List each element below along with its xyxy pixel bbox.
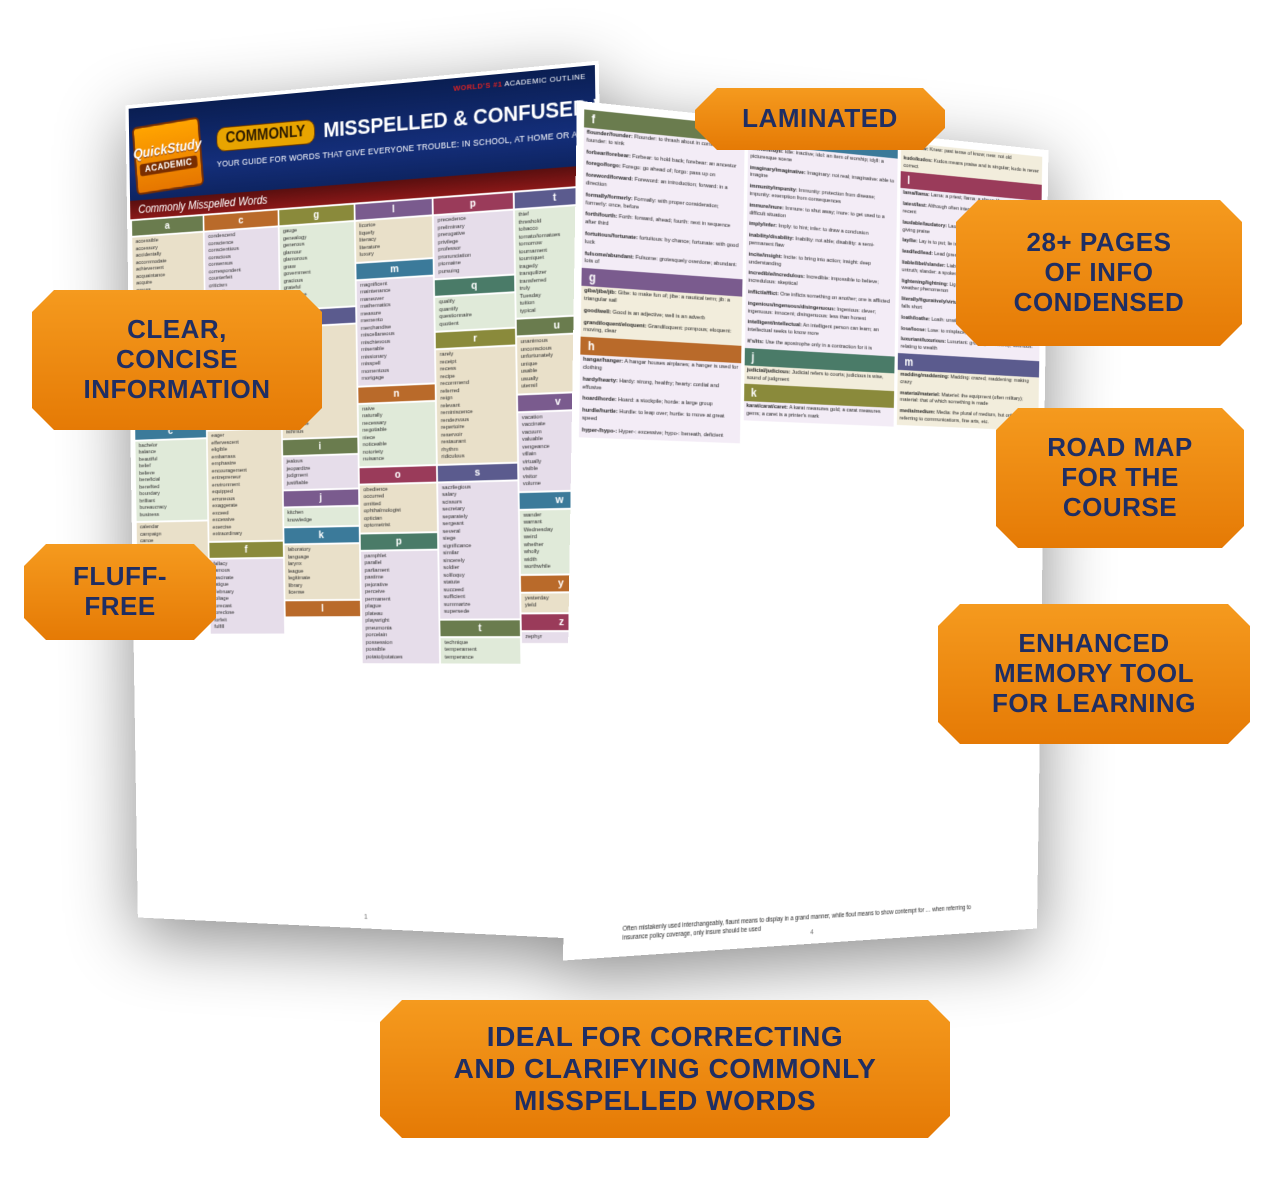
word-cell: condescendconscienceconscientiousconscio… bbox=[205, 227, 279, 299]
word-cell: eagereffervescenteligibleembarrassemphas… bbox=[208, 429, 283, 541]
page-number: 1 bbox=[364, 914, 368, 921]
callout-laminated: LAMINATED bbox=[695, 88, 945, 150]
word-cell: kitchenknowledge bbox=[284, 507, 359, 527]
callout-ideal: IDEAL FOR CORRECTINGAND CLARIFYING COMMO… bbox=[380, 1000, 950, 1138]
letter-band: n bbox=[358, 384, 435, 403]
letter-band: s bbox=[438, 463, 517, 481]
word-cell: techniquetemperamenttemperance bbox=[441, 638, 520, 664]
letter-band: p bbox=[361, 533, 438, 550]
letter-band: t bbox=[441, 620, 520, 636]
letter-band: l bbox=[285, 600, 360, 616]
letter-band: i bbox=[283, 438, 358, 456]
word-column: llicoriceliquefyliteracyliteratureluxury… bbox=[355, 199, 443, 927]
definition-column: iidle/idol/idyll: Idle: inactive; idol: … bbox=[735, 126, 898, 941]
letter-band: r bbox=[436, 329, 515, 349]
callout-clear: CLEAR,CONCISEINFORMATION bbox=[32, 290, 322, 430]
letter-band: k bbox=[284, 527, 359, 544]
page-number: 4 bbox=[810, 929, 813, 936]
word-cell: jealousjeopardizejudgmentjustifiable bbox=[283, 455, 358, 490]
letter-band: j bbox=[283, 489, 358, 506]
callout-memory: ENHANCEDMEMORY TOOLFOR LEARNING bbox=[938, 604, 1250, 744]
definition-column: fflounder/founder: Flounder: to thrash a… bbox=[571, 109, 745, 952]
word-cell: pamphletparallelparliamentpastimepejorat… bbox=[361, 550, 440, 663]
word-cell: qualifyquantifyquestionnairequotient bbox=[435, 293, 514, 331]
letter-band: f bbox=[210, 541, 283, 557]
word-cell: magnificentmaintenancemaneuvermathematic… bbox=[357, 276, 435, 385]
word-cell: sacrilegioussalaryscissorssecretarysepar… bbox=[438, 481, 519, 618]
callout-roadmap: ROAD MAPFOR THECOURSE bbox=[996, 408, 1244, 548]
word-cell: naivenaturallynecessarynegotiablenieceno… bbox=[359, 401, 437, 466]
guide-left-panel: WORLD'S #1 ACADEMIC OUTLINE QuickStudy A… bbox=[125, 61, 613, 941]
word-cell: precedencepreliminaryprerogativeprivileg… bbox=[434, 211, 514, 279]
letter-band: o bbox=[360, 466, 437, 484]
quickstudy-logo: QuickStudy ACADEMIC bbox=[132, 116, 204, 195]
title-pill: COMMONLY bbox=[216, 119, 315, 152]
callout-fluff: FLUFF-FREE bbox=[24, 544, 216, 640]
word-cell: bachelorbalancebeautifulbeliefbelieveben… bbox=[135, 439, 207, 521]
word-column: pprecedencepreliminaryprerogativeprivile… bbox=[434, 193, 525, 930]
letter-band: q bbox=[435, 276, 514, 296]
word-cell: laboratorylanguagelarynxleaguelegitimate… bbox=[284, 544, 360, 599]
word-cell: rarelyreceiptrecessreciperecommendreferr… bbox=[436, 346, 517, 463]
word-cell: licoriceliquefyliteracyliteratureluxury bbox=[356, 216, 433, 261]
word-cell: obedienceoccurredomittedophthalmologisto… bbox=[360, 483, 437, 532]
word-cell: fallacyfamousfascinatefatigueFebruaryfol… bbox=[210, 558, 284, 633]
callout-pages: 28+ PAGESOF INFOCONDENSED bbox=[956, 200, 1242, 346]
